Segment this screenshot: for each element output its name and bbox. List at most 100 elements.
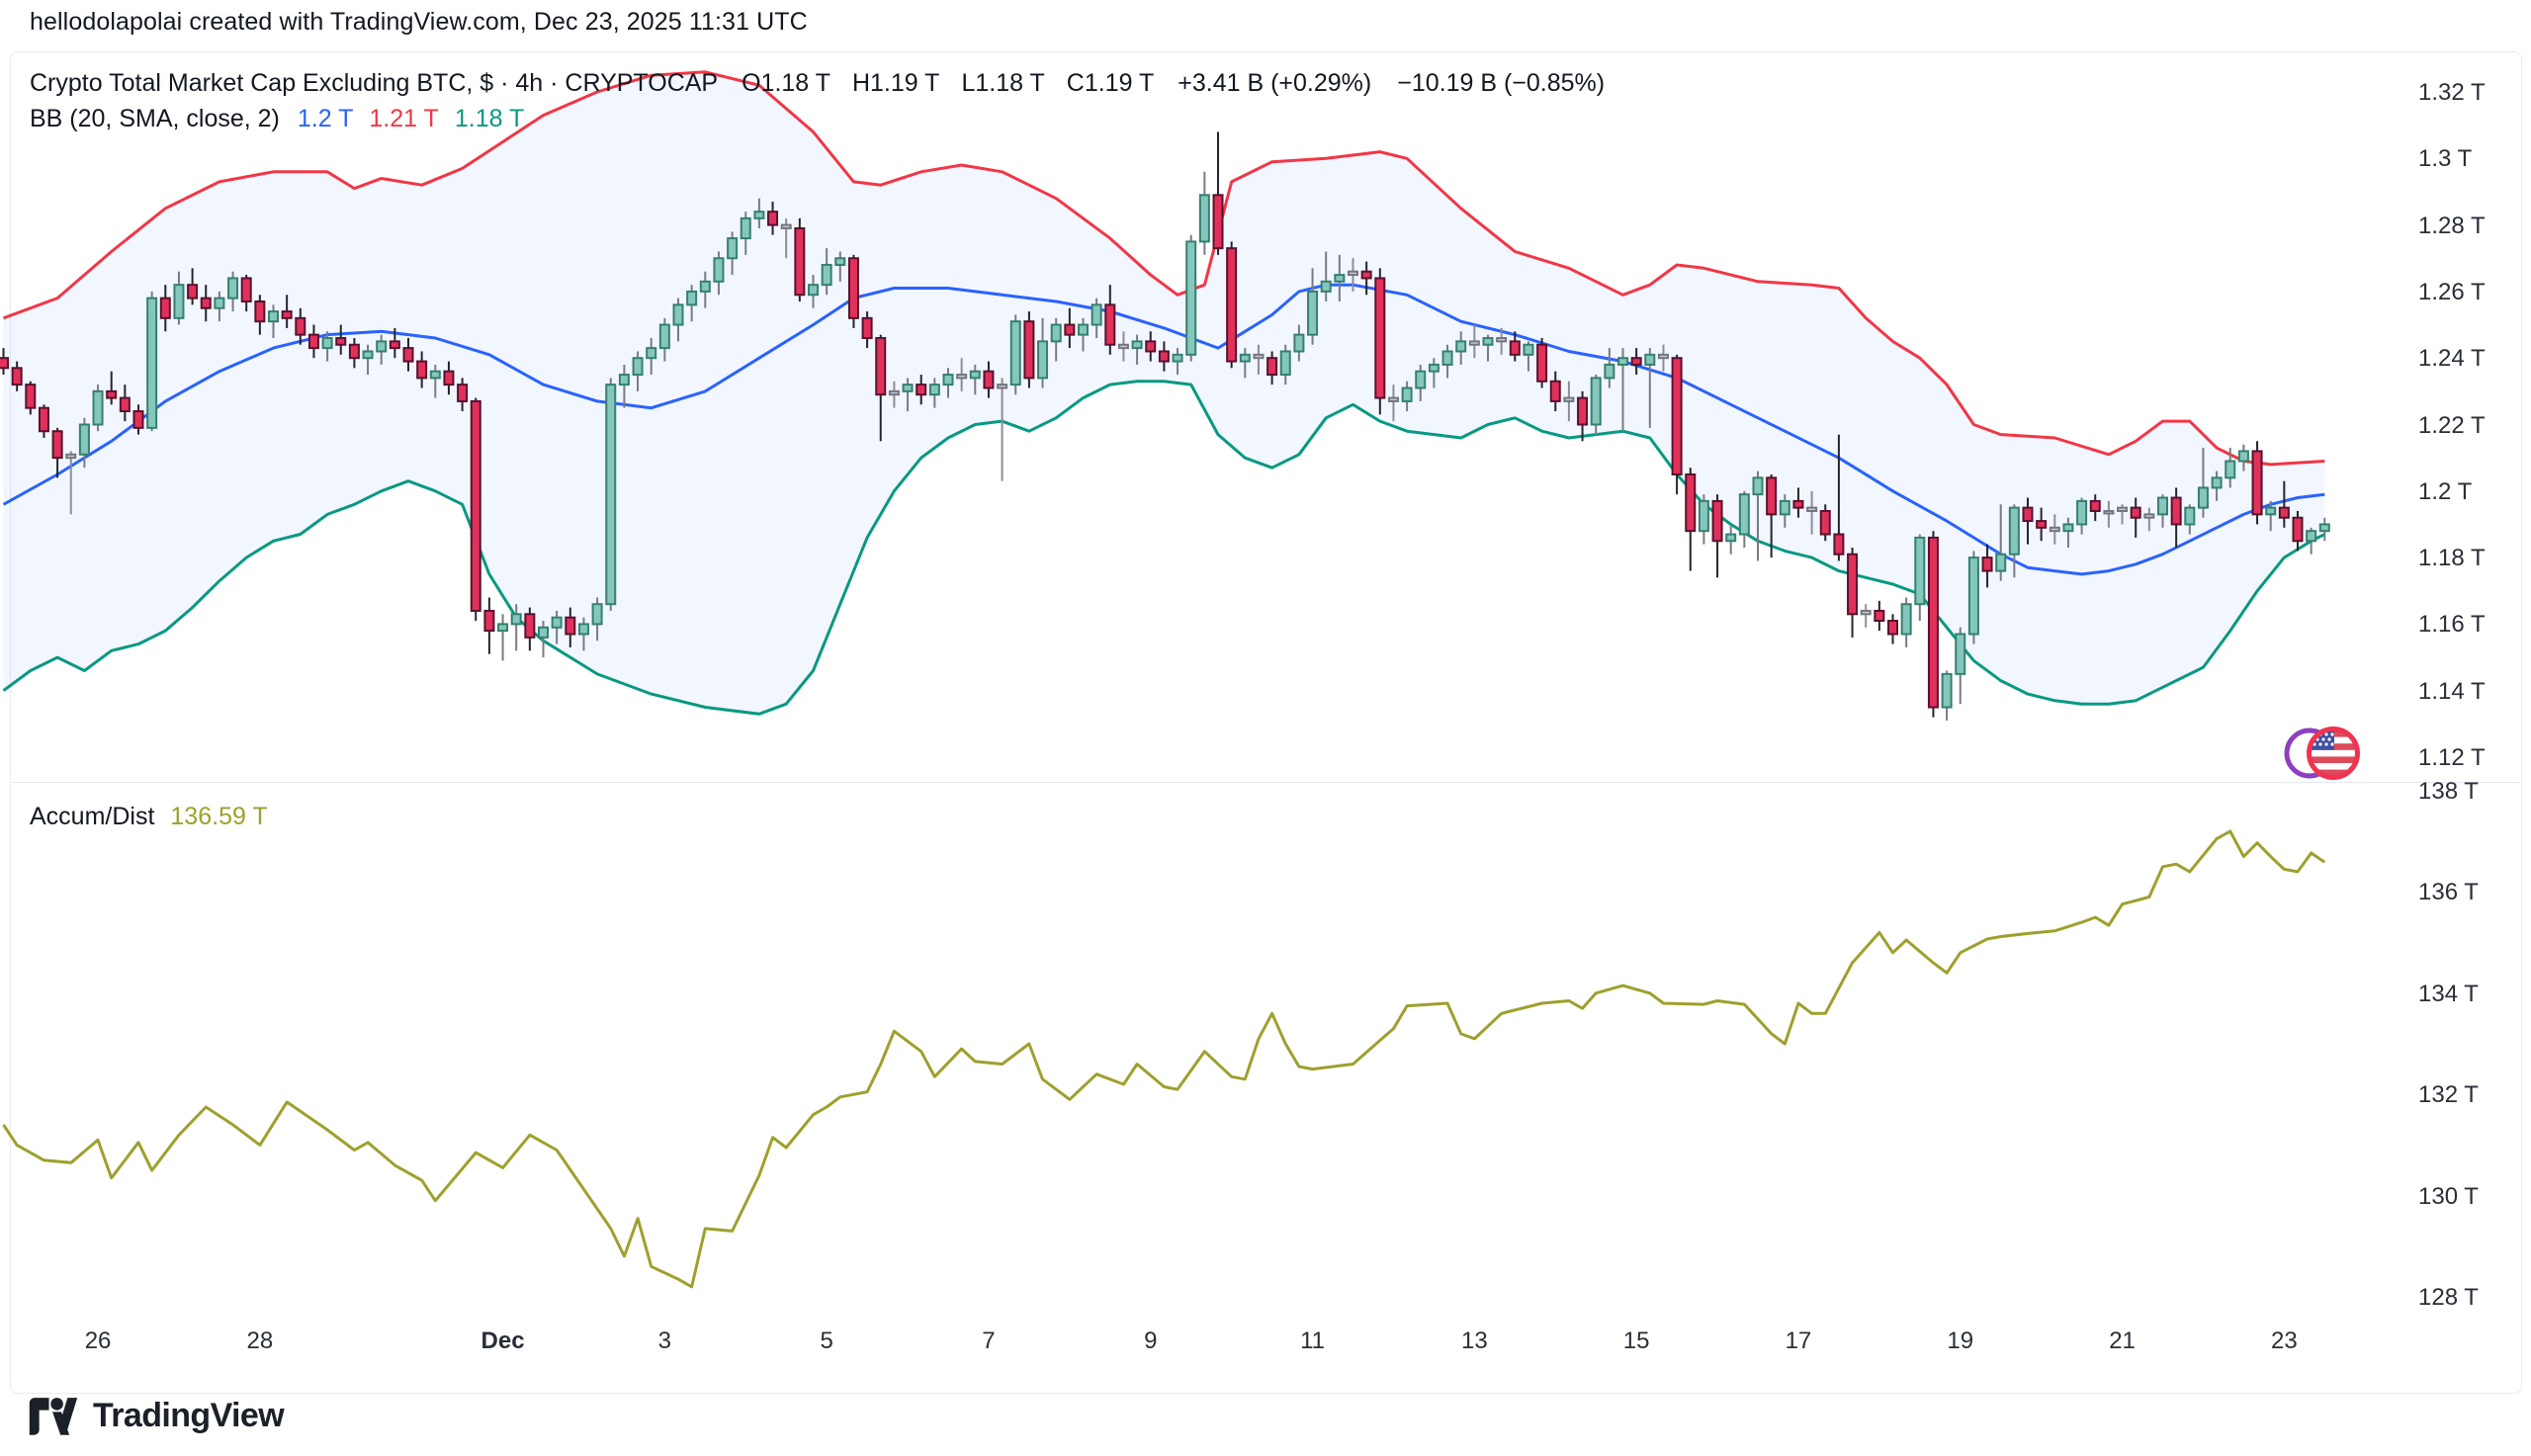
candle-162: [2184, 506, 2196, 526]
candle-98: [1320, 280, 1332, 293]
candle-77: [1037, 340, 1049, 380]
bb-upper-band: [2, 70, 2325, 467]
candle-11: [146, 297, 158, 429]
candle-136: [1833, 533, 1845, 556]
accum-tick-138: 138 T: [2418, 778, 2479, 805]
candle-39: [524, 613, 536, 639]
candle-8: [106, 389, 118, 399]
candle-85: [1145, 340, 1157, 353]
chart-card: [10, 51, 2522, 1394]
price-tick-1.12: 1.12 T: [2418, 744, 2486, 771]
candle-93: [1253, 353, 1265, 360]
candle-158: [2130, 506, 2141, 519]
candle-16: [214, 297, 225, 309]
candle-160: [2157, 496, 2168, 516]
candle-95: [1279, 350, 1291, 377]
accum-dist-legend[interactable]: Accum/Dist 136.59 T: [30, 803, 268, 831]
candle-47: [632, 357, 644, 377]
candle-87: [1172, 353, 1183, 363]
price-tick-1.26: 1.26 T: [2418, 278, 2486, 305]
candle-133: [1792, 499, 1804, 509]
pane-separator[interactable]: [11, 782, 2520, 783]
accum-dist-line: [2, 829, 2326, 1289]
candle-134: [1806, 506, 1818, 512]
candle-170: [2292, 516, 2304, 543]
candle-84: [1131, 340, 1143, 350]
candle-169: [2278, 506, 2290, 519]
candle-0: [0, 357, 9, 370]
candle-63: [847, 257, 859, 319]
candle-43: [577, 623, 589, 636]
candle-62: [834, 257, 846, 266]
candle-25: [335, 337, 347, 346]
bb-value-1: 1.21 T: [369, 105, 439, 132]
candle-78: [1050, 323, 1062, 343]
candle-4: [51, 430, 63, 460]
candle-18: [240, 277, 252, 302]
candle-29: [389, 340, 400, 350]
candle-148: [1995, 553, 2007, 572]
candle-126: [1698, 499, 1709, 533]
candle-110: [1482, 337, 1494, 346]
candle-26: [348, 343, 360, 360]
candle-150: [2022, 506, 2034, 523]
ohlc-value-3: C1.19 T: [1066, 69, 1155, 97]
candle-60: [808, 284, 819, 297]
candle-67: [902, 384, 914, 392]
candle-145: [1955, 633, 1966, 675]
candle-71: [956, 374, 968, 380]
candle-99: [1334, 274, 1346, 283]
price-tick-1.3: 1.3 T: [2418, 145, 2473, 173]
candle-2: [25, 384, 37, 409]
candle-56: [753, 211, 765, 219]
candle-52: [699, 280, 711, 293]
candle-75: [1009, 320, 1021, 386]
candle-106: [1428, 363, 1440, 373]
candle-156: [2103, 509, 2115, 515]
date-label-3: 3: [657, 1328, 672, 1354]
candle-164: [2211, 476, 2223, 489]
candle-81: [1091, 303, 1102, 326]
candle-125: [1685, 472, 1697, 533]
ohlc-value-0: O1.18 T: [742, 69, 830, 97]
accum-dist-label: Accum/Dist: [30, 803, 155, 830]
candle-27: [362, 350, 374, 360]
tradingview-logo[interactable]: TradingView: [28, 1396, 285, 1435]
date-label-17: 17: [1785, 1328, 1812, 1354]
candle-10: [132, 410, 144, 429]
candle-91: [1226, 247, 1238, 363]
candle-138: [1860, 609, 1872, 616]
candle-64: [861, 316, 873, 340]
candle-15: [200, 297, 212, 309]
candle-97: [1307, 290, 1319, 336]
candle-140: [1887, 620, 1898, 636]
credit-line: hellodolapolai created with TradingView.…: [30, 8, 808, 36]
candle-163: [2197, 486, 2209, 509]
candle-33: [443, 370, 455, 386]
date-label-7: 7: [982, 1328, 996, 1354]
candle-154: [2076, 499, 2088, 526]
candle-48: [646, 347, 657, 360]
candle-172: [2318, 523, 2330, 533]
price-tick-1.28: 1.28 T: [2418, 212, 2486, 239]
candle-54: [727, 237, 739, 260]
candle-38: [510, 613, 522, 626]
candle-131: [1766, 476, 1778, 516]
candle-146: [1967, 557, 1979, 636]
date-label-5: 5: [820, 1328, 833, 1354]
candle-53: [713, 257, 725, 283]
candle-57: [767, 211, 779, 226]
tradingview-mark-icon: [29, 1398, 78, 1435]
price-tick-1.32: 1.32 T: [2418, 79, 2486, 106]
candle-147: [1981, 557, 1993, 572]
bb-label: BB (20, SMA, close, 2): [30, 105, 280, 132]
candle-82: [1104, 303, 1116, 346]
candle-121: [1630, 357, 1642, 366]
bb-legend[interactable]: BB (20, SMA, close, 2) 1.2 T 1.21 T 1.18 T: [30, 105, 524, 133]
symbol-legend[interactable]: Crypto Total Market Cap Excluding BTC, $…: [30, 69, 1605, 98]
ohlc-value-1: H1.19 T: [851, 69, 940, 97]
candle-9: [119, 396, 131, 413]
candle-50: [672, 303, 684, 326]
candle-45: [605, 384, 617, 606]
